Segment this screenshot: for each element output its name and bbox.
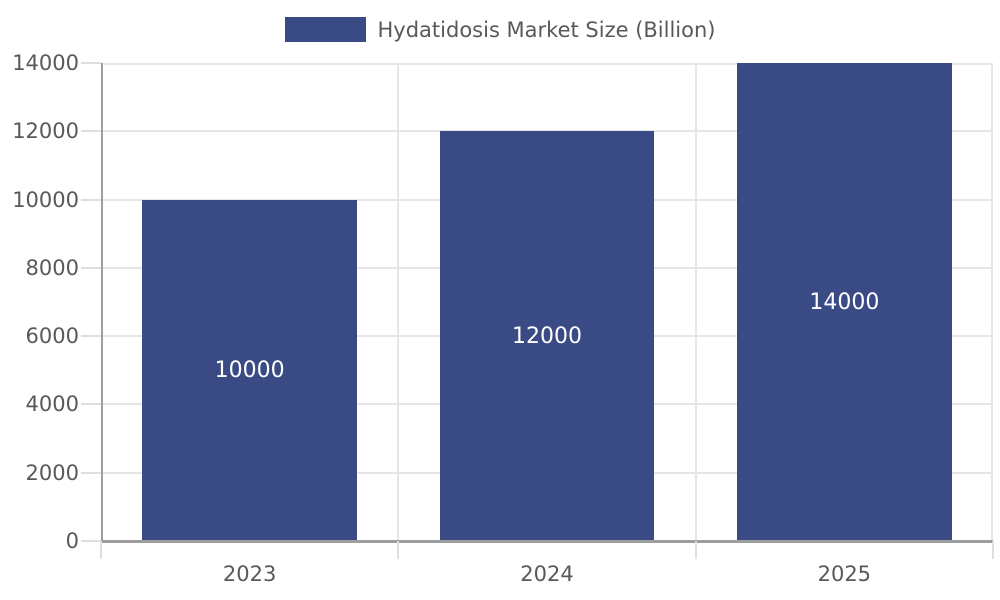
y-axis-spine — [101, 63, 103, 541]
gridline-v-2 — [694, 63, 697, 541]
legend-label: Hydatidosis Market Size (Billion) — [377, 17, 716, 42]
y-tick-label-12000: 12000 — [12, 119, 79, 144]
x-boundary-tick-2 — [694, 541, 697, 559]
bar-value-label-2024: 12000 — [511, 323, 582, 349]
x-tick-label-2024: 2024 — [520, 562, 574, 586]
y-tick-0 — [81, 540, 101, 542]
y-tick-14000 — [81, 62, 101, 64]
x-boundary-tick-3 — [992, 541, 994, 559]
y-tick-label-4000: 4000 — [25, 392, 79, 417]
y-tick-label-10000: 10000 — [12, 187, 79, 212]
y-tick-10000 — [81, 198, 101, 201]
y-tick-2000 — [81, 471, 101, 474]
bar-2024: 12000 — [439, 131, 655, 541]
bar-2023: 10000 — [142, 199, 358, 541]
bar-value-label-2025: 14000 — [809, 289, 880, 315]
x-axis-baseline — [101, 540, 993, 543]
x-boundary-tick-1 — [397, 541, 400, 559]
bar-2025: 14000 — [736, 63, 952, 541]
plot-area: 10000 12000 14000 — [101, 63, 993, 541]
y-tick-6000 — [81, 335, 101, 338]
gridline-right-border — [991, 63, 993, 541]
y-tick-label-6000: 6000 — [25, 324, 79, 349]
x-tick-label-2023: 2023 — [222, 562, 277, 586]
y-tick-label-8000: 8000 — [25, 255, 79, 280]
x-boundary-tick-0 — [100, 541, 102, 559]
y-tick-8000 — [81, 266, 101, 269]
gridline-h-12000 — [101, 130, 993, 133]
legend: Hydatidosis Market Size (Billion) — [0, 17, 1000, 42]
gridline-h-14000 — [101, 63, 993, 65]
y-tick-12000 — [81, 130, 101, 133]
y-tick-label-0: 0 — [65, 529, 79, 553]
legend-swatch — [284, 17, 366, 42]
x-tick-label-2025: 2025 — [817, 562, 872, 586]
gridline-v-1 — [397, 63, 400, 541]
y-tick-4000 — [81, 403, 101, 406]
y-tick-label-2000: 2000 — [25, 460, 79, 485]
y-tick-label-14000: 14000 — [12, 51, 79, 75]
bar-value-label-2023: 10000 — [214, 357, 285, 383]
